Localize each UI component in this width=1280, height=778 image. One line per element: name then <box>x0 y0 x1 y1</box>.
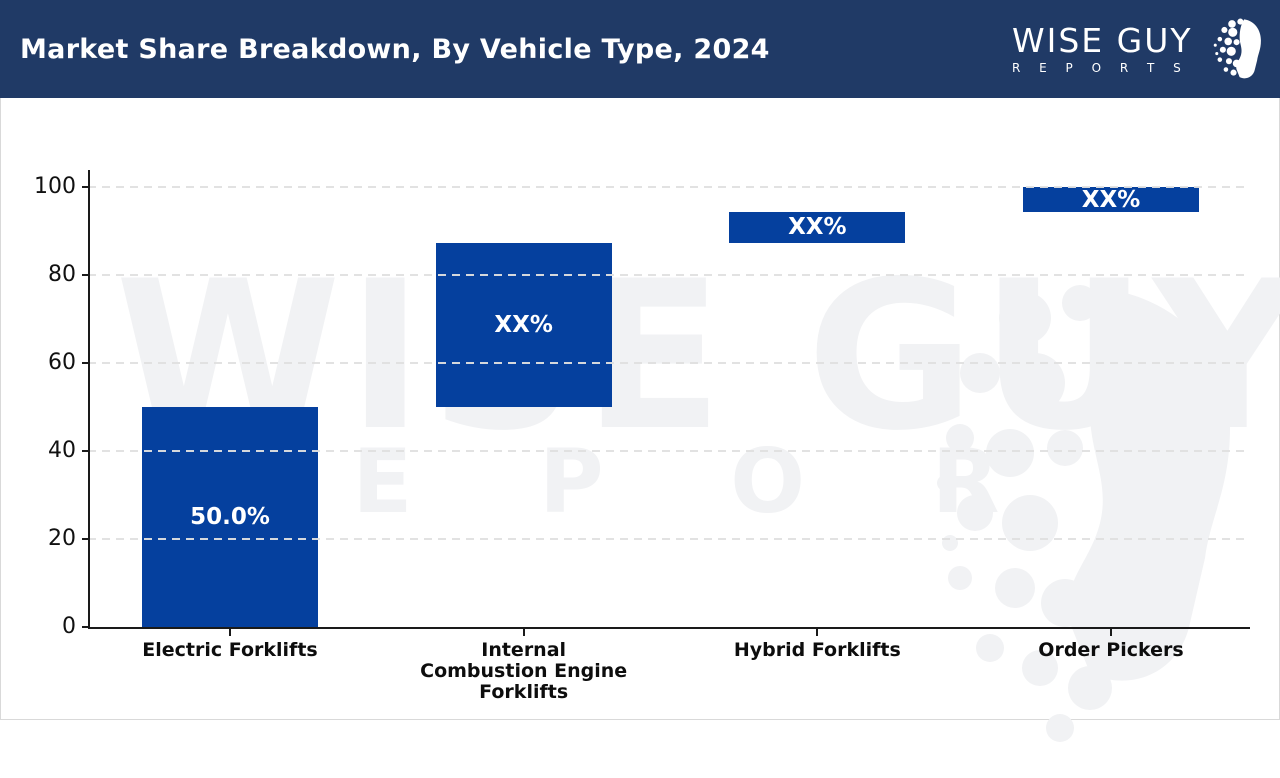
logo-subtitle: R E P O R T S <box>1012 61 1189 75</box>
y-tick-mark <box>82 450 89 452</box>
y-gridline <box>88 274 1250 276</box>
report-page: Market Share Breakdown, By Vehicle Type,… <box>0 0 1280 742</box>
page-title: Market Share Breakdown, By Vehicle Type,… <box>20 33 770 65</box>
bar-value-label: 50.0% <box>190 504 270 530</box>
wise-guy-logo: WISE GUY R E P O R T S <box>1012 6 1262 92</box>
y-gridline <box>88 362 1250 364</box>
y-tick-label: 20 <box>48 526 76 551</box>
waterfall-bar: 50.0% <box>142 407 318 627</box>
y-tick-label: 100 <box>34 174 76 199</box>
category-label: Hybrid Forklifts <box>733 639 901 661</box>
y-gridline <box>88 538 1250 540</box>
y-axis <box>88 170 90 629</box>
logo-face-icon <box>1213 18 1261 79</box>
x-tick-mark <box>816 629 819 636</box>
y-tick-mark <box>82 362 89 364</box>
waterfall-bar: XX% <box>435 242 612 407</box>
y-gridline <box>88 186 1250 188</box>
y-tick-label: 0 <box>62 614 76 639</box>
logo-wordmark: WISE GUY R E P O R T S <box>1012 21 1193 76</box>
watermark-text-2: R E P O R T S <box>158 430 1280 533</box>
logo-title: WISE GUY <box>1012 21 1193 60</box>
bar-value-label: XX% <box>494 311 553 338</box>
waterfall-bar: XX% <box>1023 186 1199 213</box>
y-tick-label: 40 <box>48 438 76 463</box>
x-axis <box>88 627 1250 629</box>
y-tick-mark <box>82 274 89 276</box>
category-label: Electric Forklifts <box>142 639 318 661</box>
bar-value-label: XX% <box>788 214 847 241</box>
x-tick-mark <box>522 629 525 636</box>
y-tick-mark <box>82 626 89 628</box>
y-tick-mark <box>82 186 89 188</box>
header-bar: Market Share Breakdown, By Vehicle Type,… <box>0 0 1280 98</box>
x-tick-mark <box>229 629 231 636</box>
y-tick-label: 60 <box>48 350 76 375</box>
x-tick-mark <box>1110 629 1112 636</box>
waterfall-bar: XX% <box>729 212 906 243</box>
waterfall-chart: WISE GUY R E P O R T S 02040608010050.0%… <box>0 98 1280 742</box>
bar-value-label: XX% <box>1081 186 1141 213</box>
y-gridline <box>88 450 1250 452</box>
category-label: Order Pickers <box>1038 639 1184 661</box>
y-tick-label: 80 <box>48 262 76 287</box>
y-tick-mark <box>82 538 89 540</box>
watermark-face-icon <box>937 285 1230 742</box>
category-label: Internal Combustion Engine Forklifts <box>420 639 628 703</box>
